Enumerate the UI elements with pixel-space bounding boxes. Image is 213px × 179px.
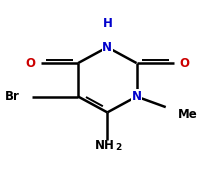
Text: NH: NH bbox=[95, 139, 115, 151]
Text: Br: Br bbox=[5, 90, 20, 103]
Text: O: O bbox=[179, 57, 189, 70]
Text: Me: Me bbox=[178, 108, 198, 121]
Text: 2: 2 bbox=[116, 143, 122, 152]
Text: H: H bbox=[102, 17, 112, 30]
Text: O: O bbox=[25, 57, 35, 70]
Text: N: N bbox=[102, 41, 112, 54]
Text: N: N bbox=[132, 90, 141, 103]
